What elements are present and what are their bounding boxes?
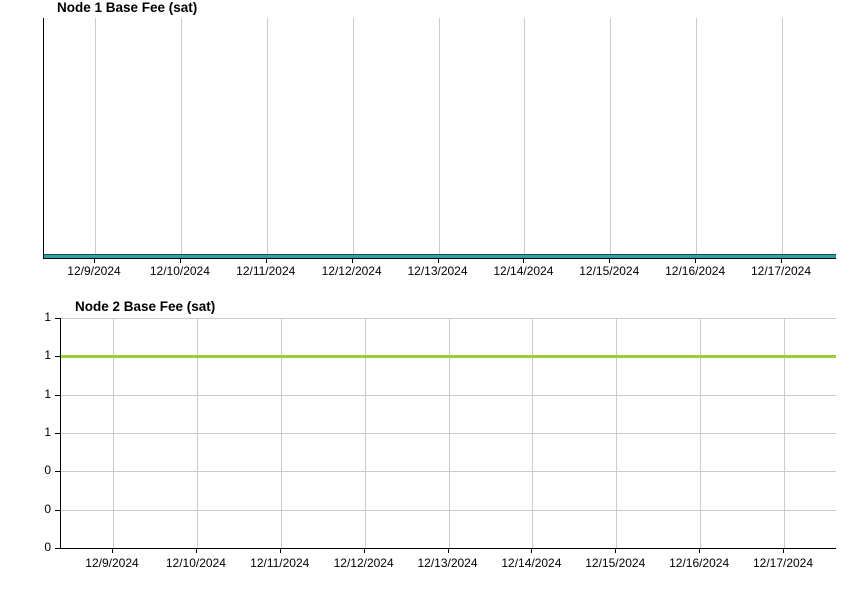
vertical-gridline bbox=[180, 18, 182, 258]
node1-chart-title: Node 1 Base Fee (sat) bbox=[57, 0, 198, 15]
x-axis-tick bbox=[781, 259, 782, 263]
x-tick-label: 12/17/2024 bbox=[752, 556, 814, 570]
horizontal-gridline bbox=[61, 433, 836, 434]
x-tick-label: 12/12/2024 bbox=[321, 264, 382, 278]
y-axis-tick bbox=[55, 318, 60, 319]
vertical-gridline bbox=[782, 18, 783, 258]
y-axis-tick bbox=[55, 548, 60, 549]
vertical-gridline bbox=[524, 18, 526, 258]
x-axis-tick bbox=[195, 549, 197, 553]
x-tick-label: 12/11/2024 bbox=[250, 556, 310, 570]
x-tick-label: 12/16/2024 bbox=[669, 556, 730, 570]
node2-plot-area bbox=[60, 318, 836, 549]
vertical-gridline bbox=[438, 18, 440, 258]
x-axis-tick bbox=[265, 259, 267, 263]
x-axis-tick bbox=[523, 259, 525, 263]
x-tick-label: 12/14/2024 bbox=[493, 264, 554, 278]
node2-chart-title: Node 2 Base Fee (sat) bbox=[75, 299, 216, 314]
y-axis-tick bbox=[55, 509, 60, 511]
x-axis-tick bbox=[695, 259, 697, 263]
y-axis-tick bbox=[55, 356, 60, 358]
x-axis-tick bbox=[279, 549, 281, 553]
series-line-node1 bbox=[44, 255, 836, 258]
x-axis-tick bbox=[783, 549, 784, 553]
x-axis-tick bbox=[179, 259, 181, 263]
x-tick-label: 12/13/2024 bbox=[407, 264, 468, 278]
y-axis-tick bbox=[55, 471, 60, 473]
x-tick-label: 12/11/2024 bbox=[236, 264, 296, 278]
horizontal-gridline bbox=[61, 471, 836, 473]
y-tick-label: 0 bbox=[44, 501, 51, 516]
y-axis-tick bbox=[55, 394, 60, 396]
x-axis-tick bbox=[447, 549, 449, 553]
x-tick-label: 12/14/2024 bbox=[501, 556, 562, 570]
y-tick-label: 1 bbox=[44, 348, 51, 363]
y-tick-label: 1 bbox=[44, 425, 51, 439]
x-axis-tick bbox=[112, 549, 113, 553]
y-tick-label: 0 bbox=[44, 540, 51, 554]
node1-plot-area bbox=[43, 18, 836, 259]
x-tick-label: 12/15/2024 bbox=[585, 556, 646, 570]
x-tick-label: 12/10/2024 bbox=[149, 264, 210, 278]
x-tick-label: 12/9/2024 bbox=[67, 264, 121, 278]
x-tick-label: 12/9/2024 bbox=[85, 556, 139, 570]
x-axis-tick bbox=[609, 259, 611, 263]
x-tick-label: 12/12/2024 bbox=[333, 556, 394, 570]
x-axis-tick bbox=[615, 549, 617, 553]
x-tick-label: 12/17/2024 bbox=[750, 264, 812, 278]
x-tick-label: 12/15/2024 bbox=[579, 264, 640, 278]
x-axis-tick bbox=[699, 549, 701, 553]
y-tick-label: 1 bbox=[44, 310, 51, 324]
y-tick-label: 1 bbox=[44, 386, 51, 401]
x-axis-tick bbox=[351, 259, 353, 263]
vertical-gridline bbox=[266, 18, 268, 258]
x-axis-tick bbox=[363, 549, 365, 553]
x-tick-label: 12/10/2024 bbox=[165, 556, 226, 570]
x-axis-tick bbox=[531, 549, 533, 553]
x-tick-label: 12/13/2024 bbox=[417, 556, 478, 570]
y-tick-label: 0 bbox=[44, 463, 51, 478]
vertical-gridline bbox=[610, 18, 612, 258]
series-line-node2 bbox=[61, 354, 836, 358]
x-tick-label: 12/16/2024 bbox=[665, 264, 726, 278]
x-axis-tick bbox=[94, 259, 95, 263]
x-axis-tick bbox=[437, 259, 439, 263]
vertical-gridline bbox=[352, 18, 354, 258]
vertical-gridline bbox=[95, 18, 96, 258]
horizontal-gridline bbox=[61, 394, 836, 396]
y-axis-tick bbox=[55, 433, 60, 434]
vertical-gridline bbox=[696, 18, 698, 258]
horizontal-gridline bbox=[61, 318, 836, 319]
horizontal-gridline bbox=[61, 509, 836, 511]
